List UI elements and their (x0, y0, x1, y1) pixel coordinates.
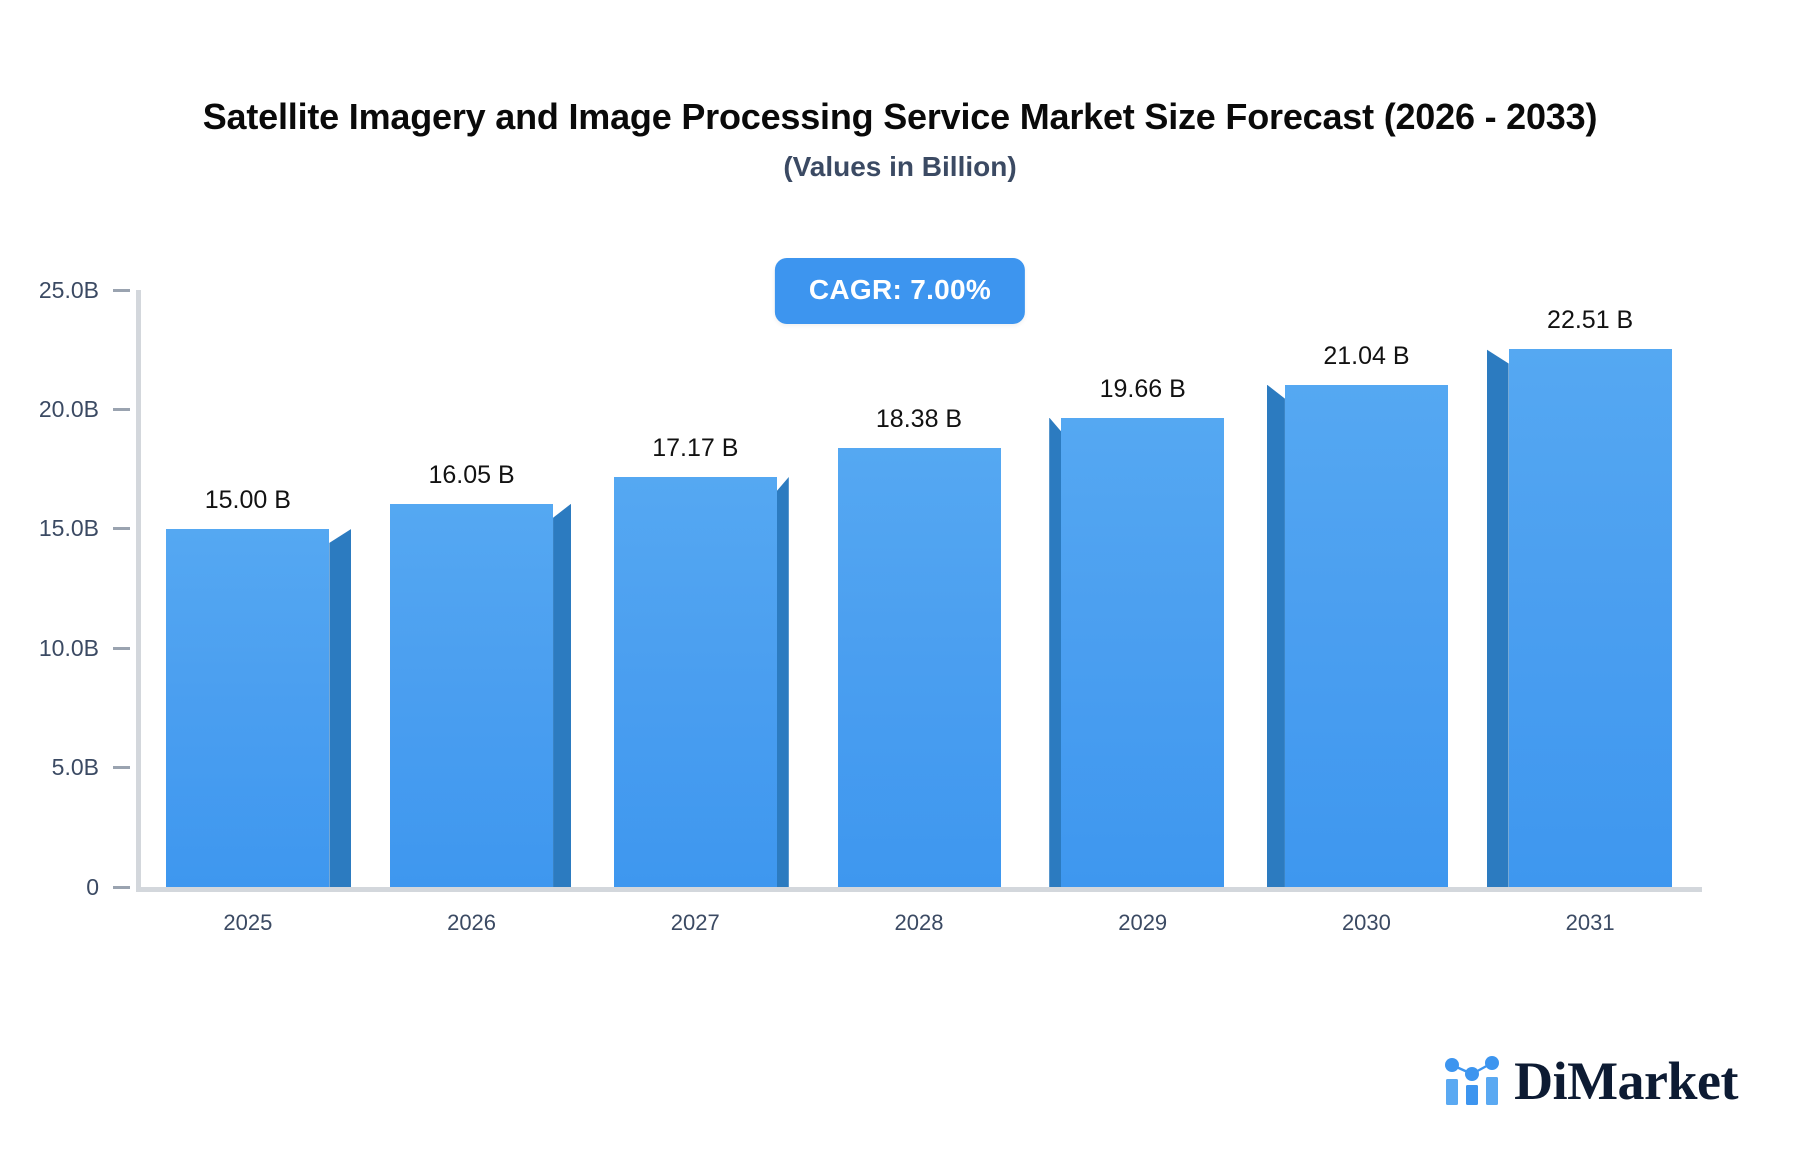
bar-value-label: 21.04 B (1323, 341, 1410, 370)
bar-group: 18.38 B (837, 290, 1001, 887)
page-title: Satellite Imagery and Image Processing S… (202, 96, 1598, 137)
dimarket-logo: DiMarket (1444, 1054, 1738, 1108)
x-axis-tick-label: 2025 (223, 910, 273, 935)
bar-side-face (553, 503, 572, 887)
y-axis-tick-mark (113, 766, 130, 770)
y-axis-tick-label: 15.0B (38, 515, 99, 542)
bar-front-face (1508, 349, 1672, 887)
bar-value-label: 19.66 B (1099, 374, 1186, 403)
bar[interactable] (1049, 417, 1225, 887)
bar[interactable] (166, 528, 352, 887)
x-axis-tick-label: 2030 (1341, 910, 1391, 935)
y-axis-tick-label: 20.0B (38, 395, 99, 422)
y-axis-tick-label: 0 (86, 873, 99, 900)
y-axis-tick-mark (113, 527, 130, 531)
bar-group: 21.04 B (1266, 290, 1448, 887)
x-axis-tick-label: 2027 (670, 910, 720, 935)
bar-front-face (166, 528, 330, 887)
bar-group: 15.00 B (166, 290, 352, 887)
bar-value-label: 15.00 B (204, 485, 291, 514)
y-axis-line (136, 290, 141, 887)
bar-group: 17.17 B (613, 290, 789, 887)
bar-value-label: 16.05 B (428, 460, 515, 489)
bar-front-face (1284, 384, 1448, 887)
bar-side-face (776, 476, 789, 887)
bar-front-face (837, 448, 1001, 887)
bar-front-face (613, 476, 777, 887)
bar-series: 15.00 B 16.05 B 17.17 B 18.38 B 19.66 B 21.04… (136, 290, 1702, 887)
bar-side-face (1486, 349, 1509, 887)
y-axis-tick-mark (113, 885, 130, 889)
y-axis-tick-label: 10.0B (38, 634, 99, 661)
bar[interactable] (390, 503, 572, 887)
x-axis-tick-label: 2029 (1118, 910, 1168, 935)
plot-area: 0 5.0B 10.0B 15.0B 20.0B 25.0B 15.00 B 16.05 B… (39, 278, 1702, 898)
bar[interactable] (1486, 349, 1672, 887)
bar-group: 16.05 B (390, 290, 572, 887)
bar-side-face (1049, 417, 1062, 887)
bar-front-face (1061, 417, 1225, 887)
bar-group: 19.66 B (1049, 290, 1225, 887)
bar-value-label: 18.38 B (875, 405, 963, 434)
y-axis-tick-mark (113, 646, 130, 650)
x-axis-tick-label: 2026 (447, 910, 497, 935)
bar-side-face (1266, 384, 1285, 887)
y-axis-tick-mark (113, 407, 130, 411)
bar-chart-logo-icon (1445, 1056, 1500, 1105)
x-axis-line (136, 887, 1702, 892)
bar-group: 22.51 B (1486, 290, 1672, 887)
bar[interactable] (837, 448, 1001, 887)
y-axis-tick-mark (113, 288, 130, 292)
x-axis-tick-label: 2031 (1565, 910, 1615, 935)
cagr-badge: CAGR: 7.00% (774, 258, 1026, 324)
x-axis-tick-label: 2028 (894, 910, 944, 935)
y-axis-tick-label: 5.0B (51, 754, 99, 781)
x-axis-labels: 2025 2026 2027 2028 2029 2030 2031 (136, 912, 1702, 952)
bar[interactable] (1266, 384, 1448, 887)
title-block: Satellite Imagery and Image Processing S… (0, 96, 1800, 184)
y-axis-tick-label: 25.0B (38, 276, 99, 303)
bar-value-label: 17.17 B (652, 433, 739, 462)
bar-front-face (390, 503, 554, 887)
chart-subtitle: (Values in Billion) (783, 151, 1017, 183)
bar[interactable] (613, 476, 789, 887)
logo-wordmark: DiMarket (1514, 1051, 1738, 1111)
bar-value-label: 22.51 B (1547, 306, 1634, 335)
bar-side-face (329, 528, 352, 887)
